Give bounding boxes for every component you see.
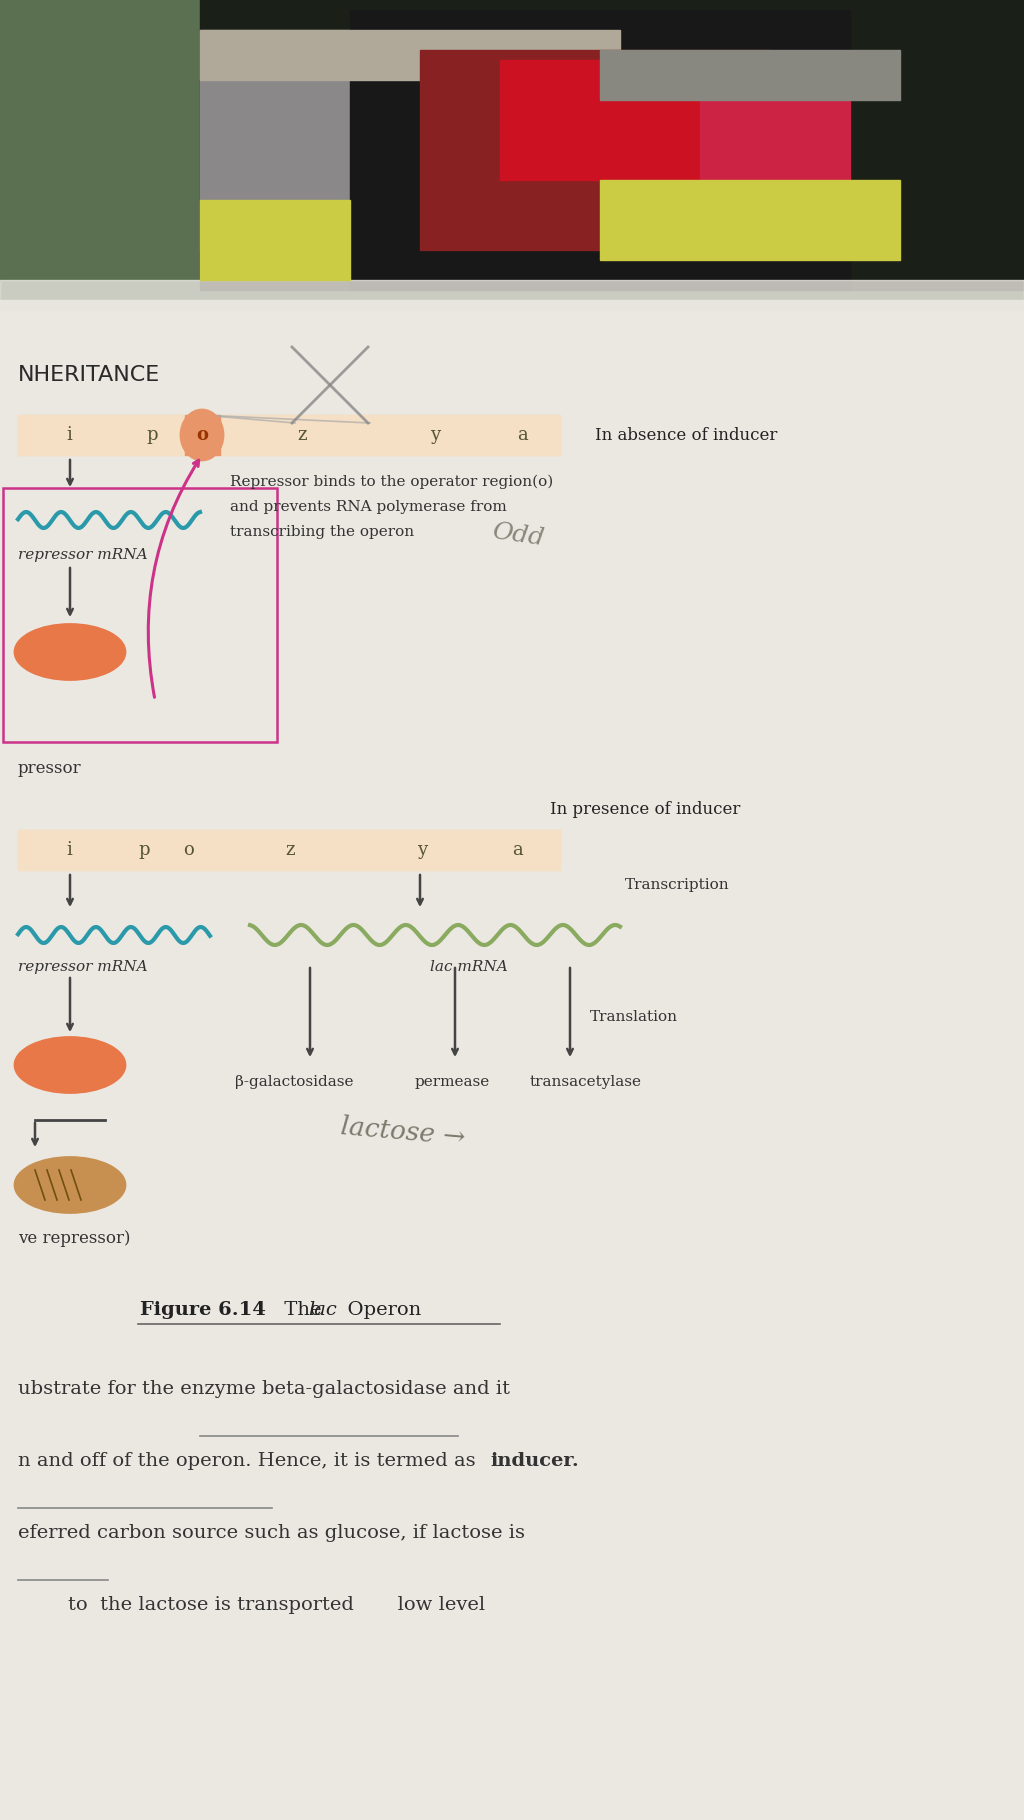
Bar [200,0,1024,289]
Text: lac mRNA: lac mRNA [430,959,508,974]
Bar [120,415,185,455]
Bar [18,415,560,455]
Bar [200,29,620,80]
Text: β-galactosidase: β-galactosidase [234,1076,353,1088]
Text: z: z [298,426,307,444]
Text: ve repressor): ve repressor) [18,1230,130,1247]
Bar [210,830,370,870]
Bar [500,60,700,180]
Text: NHERITANCE: NHERITANCE [18,366,160,386]
Text: In absence of inducer: In absence of inducer [595,426,777,444]
Bar [200,200,350,280]
Text: y: y [430,426,440,444]
Text: ubstrate for the enzyme beta-galactosidase and it: ubstrate for the enzyme beta-galactosida… [18,1380,510,1398]
Text: a: a [512,841,523,859]
Text: repressor mRNA: repressor mRNA [18,548,147,562]
Ellipse shape [15,1158,125,1212]
Text: i: i [67,841,72,859]
Bar [600,49,900,100]
Ellipse shape [15,1037,125,1092]
Text: Repressor binds to the operator region(o): Repressor binds to the operator region(o… [230,475,553,490]
Ellipse shape [15,624,125,679]
Text: Translation: Translation [590,1010,678,1025]
Text: Figure 6.14: Figure 6.14 [140,1301,266,1320]
Bar [370,830,475,870]
Bar [18,830,560,870]
Bar [0,300,1024,1820]
Bar [200,29,400,249]
Bar [700,60,850,180]
Bar [168,830,210,870]
Text: z: z [286,841,295,859]
Bar [185,415,220,455]
Bar [120,830,168,870]
Text: transcribing the operon: transcribing the operon [230,524,414,539]
Text: p: p [138,841,150,859]
Ellipse shape [181,410,223,460]
Text: p: p [146,426,159,444]
Bar [420,49,770,249]
Text: and prevents RNA polymerase from: and prevents RNA polymerase from [230,501,507,513]
Text: Odd: Odd [490,521,545,550]
Bar [18,415,120,455]
Text: Operon: Operon [335,1301,421,1320]
Bar [220,415,385,455]
Bar [18,830,120,870]
Text: In presence of inducer: In presence of inducer [550,801,740,817]
Bar [0,280,1024,309]
Text: repressor mRNA: repressor mRNA [18,959,147,974]
Bar [600,180,900,260]
Bar [385,415,485,455]
Text: to  the lactose is transported       low level: to the lactose is transported low level [18,1596,485,1614]
Text: pressor: pressor [18,761,82,777]
Text: y: y [418,841,428,859]
Text: inducer.: inducer. [490,1452,579,1471]
Text: Transcription: Transcription [625,877,730,892]
Text: a: a [517,426,528,444]
Bar [475,830,560,870]
Text: lactose →: lactose → [340,1114,467,1150]
Bar [350,9,850,289]
Bar [0,0,1024,320]
Text: The: The [278,1301,328,1320]
Text: n and off of the operon. Hence, it is termed as: n and off of the operon. Hence, it is te… [18,1452,482,1471]
Bar [485,415,560,455]
Text: i: i [67,426,72,444]
Text: permease: permease [415,1076,490,1088]
Text: transacetylase: transacetylase [530,1076,642,1088]
Text: eferred carbon source such as glucose, if lactose is: eferred carbon source such as glucose, i… [18,1523,525,1542]
Text: lac: lac [308,1301,337,1320]
Text: o: o [183,841,195,859]
Text: o: o [196,426,208,444]
